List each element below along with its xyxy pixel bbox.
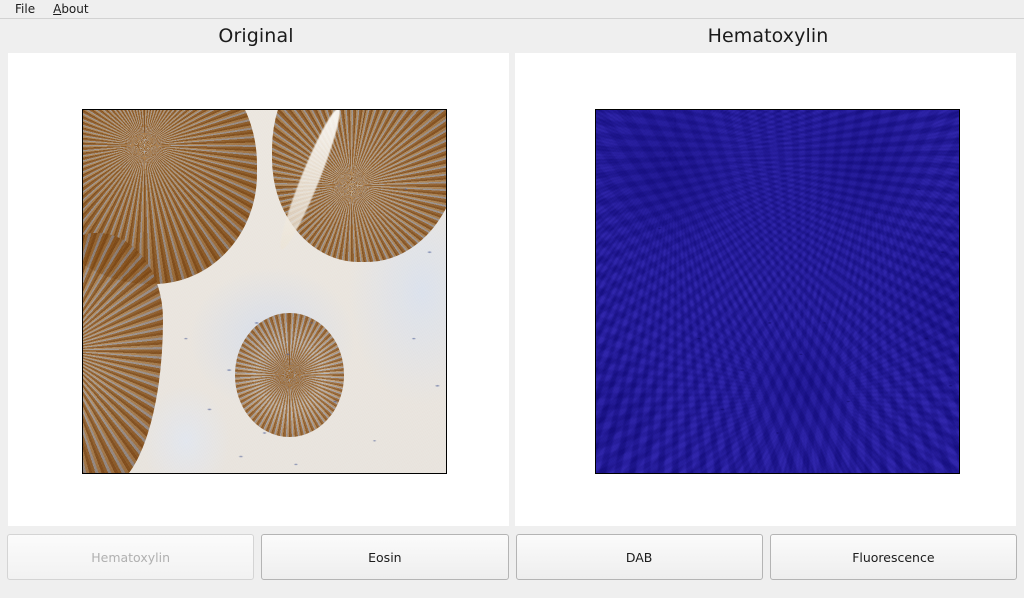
ytick-mark <box>595 180 596 181</box>
ytick-500: 500 <box>595 457 596 472</box>
ytick-mark <box>595 251 596 252</box>
ytick-300: 300 <box>82 315 83 330</box>
xtick-200: 200 <box>725 473 750 474</box>
ytick-400: 400 <box>595 386 596 401</box>
ytick-100: 100 <box>595 173 596 188</box>
stain-button-hematoxylin[interactable]: Hematoxylin <box>7 534 255 580</box>
ytick-mark <box>82 393 83 394</box>
menu-item-about-label: bout <box>61 1 89 16</box>
menu-item-about[interactable]: About <box>46 1 96 18</box>
stain-button-bar: Hematoxylin Eosin DAB Fluorescence <box>0 526 1024 589</box>
ytick-mark <box>595 464 596 465</box>
xtick-0: 0 <box>595 473 600 474</box>
xtick-mark <box>437 473 438 474</box>
ytick-200: 200 <box>82 244 83 259</box>
xtick-mark <box>153 473 154 474</box>
panel-titles-row: Original Hematoxylin <box>0 19 1024 53</box>
ytick-100: 100 <box>82 173 83 188</box>
hematoxylin-nuclei-layer <box>596 110 959 473</box>
ytick-300: 300 <box>595 315 596 330</box>
canvas-card-original[interactable]: 0 100 200 300 400 500 0 100 200 300 400 … <box>8 53 509 526</box>
stain-button-fluorescence[interactable]: Fluorescence <box>769 534 1017 580</box>
ytick-200: 200 <box>595 244 596 259</box>
xtick-mark <box>879 473 880 474</box>
histology-image-original <box>83 110 446 473</box>
ytick-mark <box>595 393 596 394</box>
xtick-mark <box>666 473 667 474</box>
xtick-mark <box>808 473 809 474</box>
stain-button-eosin[interactable]: Eosin <box>261 534 509 580</box>
ytick-400: 400 <box>82 386 83 401</box>
ytick-mark <box>595 109 596 110</box>
ytick-mark <box>82 464 83 465</box>
ytick-mark <box>82 180 83 181</box>
canvas-row: 0 100 200 300 400 500 0 100 200 300 400 … <box>0 53 1024 526</box>
xtick-500: 500 <box>938 473 960 474</box>
menu-bar: File About <box>0 0 1024 19</box>
menu-item-file-label: File <box>15 1 36 16</box>
menu-item-file[interactable]: File <box>8 1 42 18</box>
nuclei-layer <box>83 110 446 473</box>
ytick-0: 0 <box>595 109 596 118</box>
xtick-mark <box>366 473 367 474</box>
xtick-0: 0 <box>82 473 87 474</box>
plot-axes-hematoxylin[interactable]: 0 100 200 300 400 500 0 100 200 300 400 … <box>595 109 960 474</box>
xtick-500: 500 <box>425 473 447 474</box>
xtick-mark <box>595 473 596 474</box>
xtick-100: 100 <box>141 473 166 474</box>
xtick-mark <box>224 473 225 474</box>
ytick-mark <box>82 109 83 110</box>
plot-axes-original[interactable]: 0 100 200 300 400 500 0 100 200 300 400 … <box>82 109 447 474</box>
histology-image-hematoxylin <box>596 110 959 473</box>
xtick-200: 200 <box>212 473 237 474</box>
ytick-mark <box>82 322 83 323</box>
panel-title-original: Original <box>218 25 294 47</box>
hematoxylin-grain-layer <box>596 110 959 473</box>
xtick-300: 300 <box>796 473 821 474</box>
texture-grain-layer <box>83 110 446 473</box>
menu-item-about-mnemonic: A <box>53 1 62 16</box>
xtick-mark <box>295 473 296 474</box>
xtick-mark <box>737 473 738 474</box>
canvas-card-hematoxylin[interactable]: 0 100 200 300 400 500 0 100 200 300 400 … <box>515 53 1016 526</box>
xtick-400: 400 <box>867 473 892 474</box>
xtick-mark <box>82 473 83 474</box>
panel-title-hematoxylin: Hematoxylin <box>707 25 829 47</box>
ytick-500: 500 <box>82 457 83 472</box>
xtick-400: 400 <box>354 473 379 474</box>
ytick-0: 0 <box>82 109 83 118</box>
ytick-mark <box>595 322 596 323</box>
xtick-300: 300 <box>283 473 308 474</box>
stain-button-dab[interactable]: DAB <box>515 534 763 580</box>
ytick-mark <box>82 251 83 252</box>
xtick-100: 100 <box>654 473 679 474</box>
xtick-mark <box>950 473 951 474</box>
